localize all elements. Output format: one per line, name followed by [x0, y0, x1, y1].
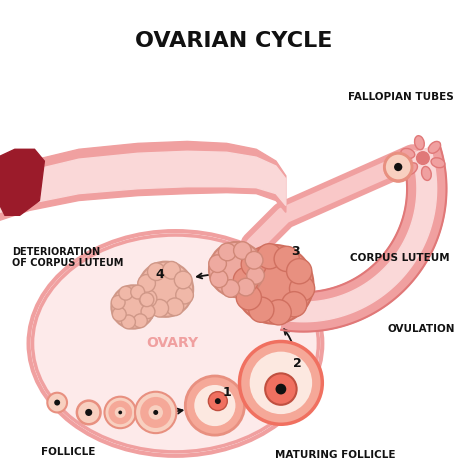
Circle shape [147, 263, 165, 281]
Circle shape [257, 244, 282, 269]
Circle shape [153, 410, 158, 415]
Ellipse shape [33, 235, 319, 452]
Circle shape [209, 255, 227, 273]
Circle shape [237, 278, 255, 296]
Circle shape [193, 384, 236, 427]
Circle shape [209, 392, 228, 410]
Polygon shape [0, 151, 286, 212]
Circle shape [104, 397, 136, 428]
Text: 3: 3 [292, 245, 300, 258]
Circle shape [115, 407, 126, 418]
Circle shape [111, 295, 125, 310]
Text: DETERIORATION
OF CORPUS LUTEUM: DETERIORATION OF CORPUS LUTEUM [12, 247, 123, 268]
Circle shape [266, 300, 291, 325]
Circle shape [222, 280, 239, 297]
Circle shape [210, 270, 228, 288]
Text: 2: 2 [293, 356, 302, 370]
Circle shape [236, 285, 262, 310]
Circle shape [118, 410, 122, 414]
Text: CORPUS LUTEUM: CORPUS LUTEUM [350, 253, 449, 263]
Circle shape [121, 315, 136, 329]
Circle shape [394, 163, 402, 171]
Circle shape [131, 285, 145, 299]
Circle shape [246, 251, 263, 269]
Circle shape [219, 243, 236, 261]
Circle shape [290, 276, 315, 301]
Circle shape [241, 252, 266, 277]
Circle shape [249, 351, 313, 415]
Circle shape [140, 293, 154, 307]
Circle shape [138, 262, 193, 317]
Circle shape [215, 398, 221, 404]
Circle shape [394, 164, 402, 172]
Circle shape [234, 242, 251, 259]
Circle shape [138, 274, 155, 292]
Text: OVARY: OVARY [146, 337, 199, 350]
Circle shape [141, 305, 155, 319]
Circle shape [233, 267, 258, 292]
Circle shape [235, 245, 313, 324]
Text: 4: 4 [155, 268, 164, 281]
Circle shape [176, 286, 193, 304]
Circle shape [246, 266, 264, 284]
Circle shape [140, 397, 171, 428]
Circle shape [139, 290, 157, 307]
Circle shape [417, 152, 429, 164]
Text: OVULATION: OVULATION [388, 324, 456, 334]
Circle shape [275, 383, 286, 394]
Text: OVARIAN CYCLE: OVARIAN CYCLE [135, 31, 332, 51]
Circle shape [265, 374, 297, 405]
Text: FOLLICLE: FOLLICLE [41, 447, 96, 457]
Circle shape [148, 405, 163, 419]
Circle shape [384, 154, 412, 182]
Circle shape [274, 246, 299, 272]
Polygon shape [0, 141, 286, 220]
Circle shape [54, 400, 60, 406]
Ellipse shape [405, 163, 418, 175]
Circle shape [209, 242, 264, 297]
Circle shape [287, 259, 312, 284]
Circle shape [85, 409, 92, 416]
Polygon shape [283, 147, 437, 322]
Circle shape [166, 298, 184, 316]
Polygon shape [281, 145, 447, 332]
Circle shape [249, 297, 274, 322]
Text: MATURING FOLLICLE: MATURING FOLLICLE [275, 450, 395, 460]
Ellipse shape [401, 148, 415, 158]
Circle shape [77, 401, 100, 424]
Circle shape [151, 300, 169, 317]
Circle shape [384, 153, 412, 181]
Circle shape [112, 307, 126, 321]
Circle shape [111, 285, 155, 328]
Ellipse shape [415, 136, 424, 150]
Circle shape [135, 392, 176, 433]
Ellipse shape [421, 166, 431, 181]
Text: FALLOPIAN TUBES: FALLOPIAN TUBES [347, 92, 454, 102]
Circle shape [47, 393, 67, 412]
Circle shape [282, 292, 307, 317]
Ellipse shape [431, 158, 445, 168]
Circle shape [185, 376, 245, 435]
Text: 1: 1 [222, 386, 231, 399]
Circle shape [163, 262, 180, 279]
Polygon shape [0, 149, 45, 215]
Circle shape [133, 314, 147, 328]
Circle shape [239, 341, 322, 424]
Circle shape [174, 271, 192, 289]
Ellipse shape [428, 141, 441, 153]
Circle shape [119, 286, 133, 300]
Circle shape [109, 401, 132, 424]
